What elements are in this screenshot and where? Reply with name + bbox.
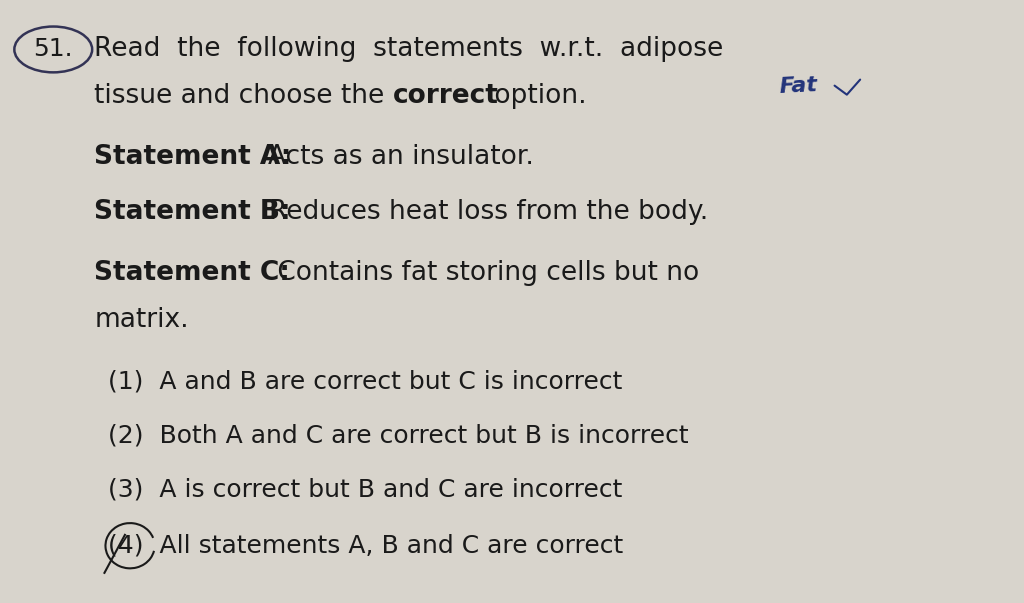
Text: 51.: 51. <box>34 37 73 62</box>
Text: (4)  All statements A, B and C are correct: (4) All statements A, B and C are correc… <box>108 534 623 558</box>
Text: Statement C:: Statement C: <box>94 259 290 286</box>
Text: (2)  Both A and C are correct but B is incorrect: (2) Both A and C are correct but B is in… <box>108 423 688 447</box>
Text: Statement A:: Statement A: <box>94 144 292 170</box>
Text: correct: correct <box>393 83 499 110</box>
Text: Statement B:: Statement B: <box>94 199 291 226</box>
Text: matrix.: matrix. <box>94 306 188 333</box>
Text: option.: option. <box>485 83 586 110</box>
Text: (1)  A and B are correct but C is incorrect: (1) A and B are correct but C is incorre… <box>108 369 622 393</box>
Text: Reduces heat loss from the body.: Reduces heat loss from the body. <box>268 199 708 226</box>
Text: Fat: Fat <box>778 75 817 96</box>
Text: Read  the  following  statements  w.r.t.  adipose: Read the following statements w.r.t. adi… <box>94 36 724 63</box>
Text: Contains fat storing cells but no: Contains fat storing cells but no <box>269 259 699 286</box>
Text: tissue and choose the: tissue and choose the <box>94 83 393 110</box>
Text: (3)  A is correct but B and C are incorrect: (3) A is correct but B and C are incorre… <box>108 478 622 502</box>
Text: Acts as an insulator.: Acts as an insulator. <box>268 144 534 170</box>
